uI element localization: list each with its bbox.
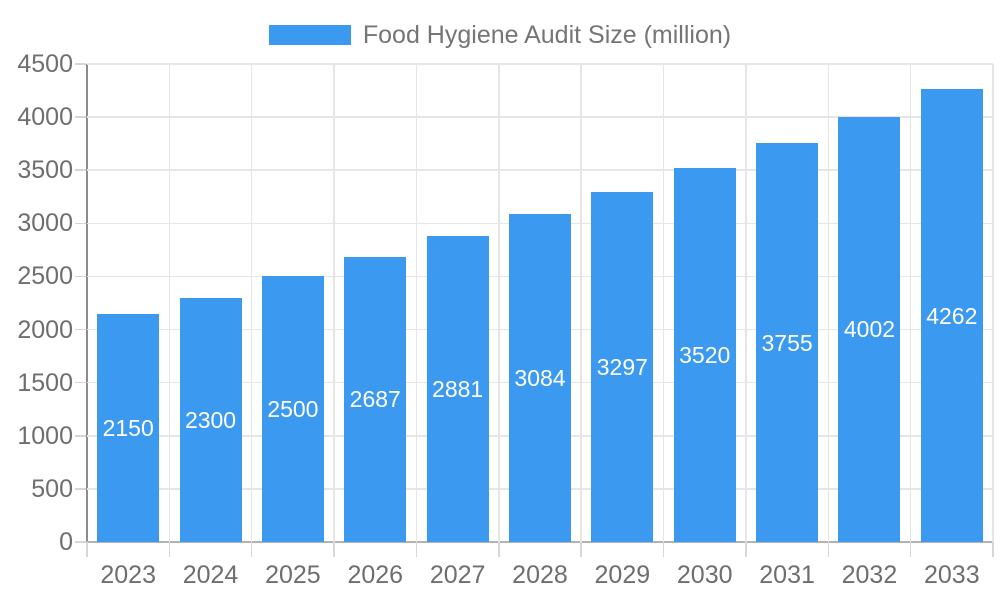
x-axis-tick: [909, 542, 912, 557]
x-axis-category-label: 2023: [100, 561, 156, 589]
bar-value-label: 3297: [596, 353, 648, 380]
y-axis-tick-label: 1000: [17, 421, 73, 450]
bar: [673, 168, 736, 542]
bar: [261, 276, 324, 542]
y-axis-tick-label: 500: [31, 474, 73, 503]
y-axis-tick-label: 3000: [17, 209, 73, 238]
bar-value-label: 3520: [679, 342, 731, 369]
bar-value-label: 4262: [926, 302, 978, 329]
x-axis-category-label: 2031: [759, 561, 815, 589]
v-gridline: [250, 64, 253, 542]
bar-value-label: 2150: [102, 414, 154, 441]
y-axis-tick: [75, 381, 86, 384]
y-axis-tick: [75, 488, 86, 490]
y-axis-tick-label: 0: [59, 528, 73, 556]
h-gridline: [87, 169, 993, 171]
x-axis-category-label: 2026: [347, 561, 404, 589]
y-axis-tick-label: 1500: [17, 368, 73, 397]
x-axis-category-label: 2024: [182, 561, 239, 589]
x-axis-category-label: 2028: [512, 561, 568, 589]
bar-value-label: 2687: [349, 386, 401, 413]
v-gridline: [909, 64, 912, 542]
x-axis-tick: [580, 542, 582, 557]
x-axis-tick: [415, 542, 418, 557]
x-axis-category-label: 2030: [676, 561, 733, 589]
x-axis-category-label: 2027: [429, 561, 486, 589]
x-axis-category-label: 2025: [265, 561, 321, 589]
v-gridline: [745, 64, 747, 542]
y-axis-tick: [75, 435, 86, 437]
y-axis-tick: [75, 328, 86, 331]
v-gridline: [992, 64, 994, 542]
y-axis-tick: [75, 541, 86, 543]
bar-value-label: 3084: [514, 365, 566, 392]
bar: [97, 313, 160, 542]
bar: [756, 143, 819, 542]
x-axis-tick: [662, 542, 665, 557]
x-axis-tick: [333, 542, 335, 557]
v-gridline: [827, 64, 830, 542]
v-gridline: [168, 64, 171, 542]
v-gridline: [415, 64, 418, 542]
y-axis-tick: [75, 169, 86, 171]
x-axis-tick: [992, 542, 994, 557]
bar-value-label: 3755: [761, 329, 813, 356]
bar: [179, 297, 242, 542]
x-axis-tick: [86, 542, 88, 557]
bar-value-label: 2500: [267, 396, 319, 423]
v-gridline: [662, 64, 665, 542]
x-axis-tick: [168, 542, 171, 557]
bar-value-label: 2881: [432, 375, 484, 402]
y-axis-tick: [75, 116, 86, 118]
bar: [838, 116, 901, 542]
x-axis-tick: [498, 542, 500, 557]
legend-label: Food Hygiene Audit Size (million): [362, 21, 732, 49]
y-axis-tick: [75, 275, 86, 278]
x-axis-category-label: 2032: [841, 561, 898, 589]
y-axis-tick: [75, 222, 86, 225]
v-gridline: [333, 64, 335, 542]
bar-value-label: 4002: [843, 316, 896, 343]
y-axis-tick: [75, 63, 86, 65]
y-axis-tick-label: 3500: [17, 156, 73, 185]
v-gridline: [498, 64, 500, 542]
legend: Food Hygiene Audit Size (million): [0, 21, 1000, 49]
x-axis-tick: [827, 542, 830, 557]
legend-swatch: [268, 25, 351, 45]
x-axis-category-label: 2029: [594, 561, 651, 589]
h-gridline: [87, 116, 993, 118]
bar: [344, 256, 407, 542]
bar-value-label: 2300: [184, 406, 237, 433]
bar: [920, 89, 983, 542]
y-axis-tick-label: 2500: [17, 262, 73, 291]
y-axis-tick-label: 4500: [17, 50, 73, 78]
y-axis-line: [85, 64, 88, 542]
x-axis-category-label: 2033: [923, 561, 980, 589]
x-axis-tick: [745, 542, 747, 557]
h-gridline: [87, 63, 993, 65]
v-gridline: [580, 64, 582, 542]
bar: [426, 235, 489, 542]
y-axis-tick-label: 4000: [17, 103, 73, 132]
x-axis-tick: [250, 542, 253, 557]
bar: [591, 191, 654, 542]
y-axis-tick-label: 2000: [17, 315, 73, 344]
bar: [509, 214, 571, 542]
